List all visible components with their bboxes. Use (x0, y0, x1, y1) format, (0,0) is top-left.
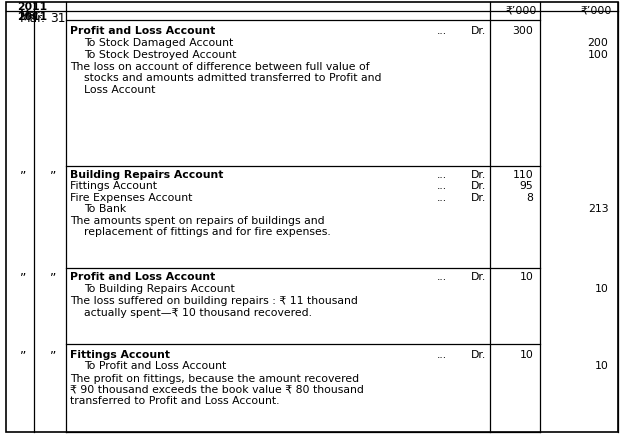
Text: Dr.: Dr. (471, 350, 486, 360)
Text: The profit on fittings, because the amount recovered: The profit on fittings, because the amou… (70, 374, 359, 384)
Text: 95: 95 (520, 181, 534, 191)
Text: 110: 110 (513, 170, 534, 180)
Text: ”: ” (50, 170, 56, 183)
Text: ...: ... (437, 272, 447, 283)
Text: The loss on account of difference between full value of: The loss on account of difference betwee… (70, 62, 369, 72)
Text: 10: 10 (520, 272, 534, 283)
Text: 100: 100 (588, 50, 608, 60)
Text: transferred to Profit and Loss Account.: transferred to Profit and Loss Account. (70, 396, 280, 406)
Text: ”: ” (50, 272, 56, 286)
Text: Loss Account: Loss Account (84, 85, 155, 95)
Text: The loss suffered on building repairs : ₹ 11 thousand: The loss suffered on building repairs : … (70, 296, 358, 307)
Text: Dr.: Dr. (471, 193, 486, 203)
Text: To Building Repairs Account: To Building Repairs Account (84, 284, 235, 294)
Text: Dr.: Dr. (471, 272, 486, 283)
Text: Fire Expenses Account: Fire Expenses Account (70, 193, 192, 203)
Text: Building Repairs Account: Building Repairs Account (70, 170, 223, 180)
Text: Fittings Account: Fittings Account (70, 350, 170, 360)
Text: Mar.: Mar. (20, 12, 46, 25)
Text: actually spent—₹ 10 thousand recovered.: actually spent—₹ 10 thousand recovered. (84, 308, 311, 318)
Text: ”: ” (20, 170, 26, 183)
Text: To Bank: To Bank (84, 204, 126, 214)
Text: 10: 10 (595, 361, 608, 371)
Text: 8: 8 (527, 193, 534, 203)
Text: ”: ” (50, 350, 56, 363)
Text: Dr.: Dr. (471, 181, 486, 191)
Text: Mar.: Mar. (20, 10, 43, 20)
Text: To Stock Destroyed Account: To Stock Destroyed Account (84, 50, 236, 60)
Text: ₹’000: ₹’000 (580, 6, 612, 16)
Text: Profit and Loss Account: Profit and Loss Account (70, 26, 215, 36)
Text: Fittings Account: Fittings Account (70, 181, 157, 191)
Text: ...: ... (437, 350, 447, 360)
Text: 213: 213 (588, 204, 608, 214)
Text: 31: 31 (50, 12, 66, 25)
Text: Dr.: Dr. (471, 26, 486, 36)
Text: 200: 200 (588, 38, 608, 48)
Text: 2011: 2011 (17, 12, 47, 22)
Text: ...: ... (437, 26, 447, 36)
Text: ...: ... (437, 193, 447, 203)
Text: ...: ... (437, 181, 447, 191)
Text: To Stock Damaged Account: To Stock Damaged Account (84, 38, 233, 48)
Text: 2011: 2011 (17, 3, 47, 12)
Text: stocks and amounts admitted transferred to Profit and: stocks and amounts admitted transferred … (84, 73, 381, 83)
Text: ₹ 90 thousand exceeds the book value ₹ 80 thousand: ₹ 90 thousand exceeds the book value ₹ 8… (70, 385, 364, 395)
Text: 10: 10 (595, 284, 608, 294)
Text: replacement of fittings and for fire expenses.: replacement of fittings and for fire exp… (84, 227, 330, 237)
Text: Dr.: Dr. (471, 170, 486, 180)
Text: The amounts spent on repairs of buildings and: The amounts spent on repairs of building… (70, 216, 324, 226)
Text: 10: 10 (520, 350, 534, 360)
Text: ₹’000: ₹’000 (505, 6, 537, 16)
Text: 300: 300 (513, 26, 534, 36)
Text: ...: ... (437, 170, 447, 180)
Text: Profit and Loss Account: Profit and Loss Account (70, 272, 215, 283)
Text: To Profit and Loss Account: To Profit and Loss Account (84, 361, 226, 371)
Text: ”: ” (20, 272, 26, 286)
Text: ”: ” (20, 350, 26, 363)
